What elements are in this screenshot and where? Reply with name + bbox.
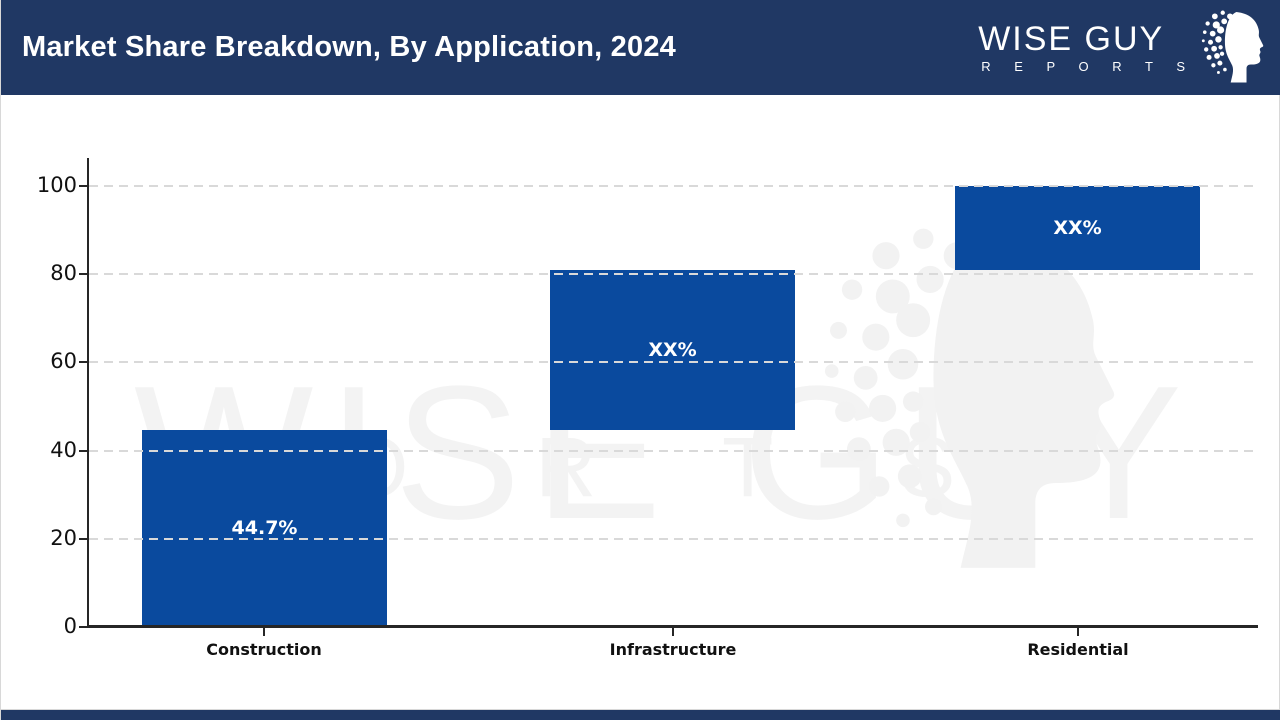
brand-logo-text: WISE GUY R E P O R T S [978, 22, 1195, 73]
market-share-chart: 0 20 40 60 80 100 44.7% XX% XX% Construction Inf… [1, 95, 1280, 710]
gridline-80 [89, 273, 1258, 276]
dotted-head-logo-icon [1201, 10, 1264, 83]
gridline-60 [89, 361, 1258, 364]
y-tick-mark [79, 449, 87, 452]
y-tick-label: 40 [50, 437, 77, 462]
y-tick-mark [79, 273, 87, 276]
brand-name: WISE GUY [978, 20, 1165, 58]
gridline-20 [89, 537, 1258, 540]
y-tick-label: 80 [50, 261, 77, 286]
y-tick-label: 100 [36, 173, 77, 197]
x-category-label: Residential [1027, 640, 1129, 659]
bar-construction: 44.7% [142, 429, 387, 627]
brand-logo: WISE GUY R E P O R T S [978, 0, 1271, 95]
gridline-40 [89, 449, 1258, 452]
bar-value-label: 44.7% [231, 517, 298, 540]
x-category-label: Construction [206, 640, 322, 659]
footer-bar [1, 710, 1280, 720]
y-axis-spine [87, 158, 89, 627]
x-tick-mark [1077, 628, 1079, 636]
y-tick-mark [79, 361, 87, 364]
bar-infrastructure: XX% [550, 269, 795, 430]
brand-subname: R E P O R T S [981, 59, 1195, 74]
x-tick-mark [263, 628, 265, 636]
y-tick-label: 0 [63, 614, 77, 638]
y-tick-label: 60 [50, 349, 77, 374]
bar-value-label: XX% [1053, 216, 1102, 239]
y-tick-mark [79, 185, 87, 187]
frame-border [1, 709, 1280, 710]
y-tick-mark [79, 626, 87, 628]
x-category-label: Infrastructure [609, 640, 737, 659]
x-axis-spine [87, 625, 1258, 628]
gridline-100 [89, 185, 1258, 187]
page-title: Market Share Breakdown, By Application, … [22, 31, 676, 63]
bar-residential: XX% [955, 186, 1200, 270]
bar-value-label: XX% [648, 338, 697, 361]
y-tick-label: 20 [50, 525, 77, 550]
x-tick-mark [672, 628, 674, 636]
header-bar: Market Share Breakdown, By Application, … [1, 0, 1280, 95]
y-tick-mark [79, 537, 87, 540]
